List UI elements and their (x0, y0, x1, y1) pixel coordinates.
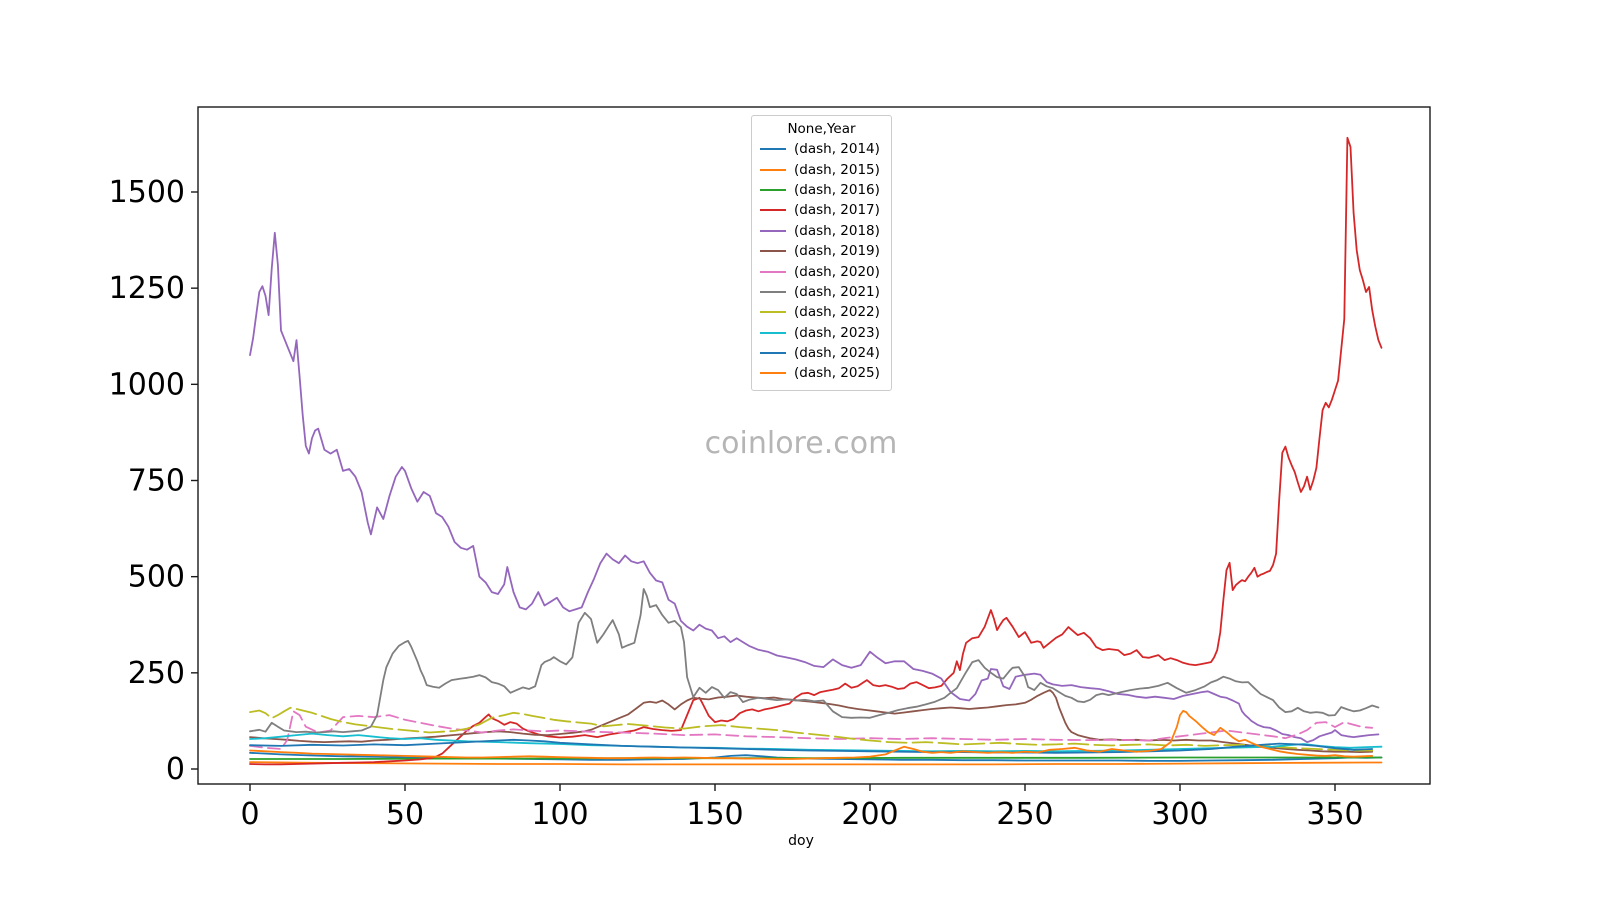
x-tick-label: 300 (1151, 797, 1208, 832)
x-tick-label: 100 (531, 797, 588, 832)
legend-item-label: (dash, 2023) (794, 324, 880, 341)
y-tick-label: 500 (128, 560, 185, 595)
x-tick-label: 150 (686, 797, 743, 832)
legend-item: (dash, 2024) (760, 343, 883, 363)
series-group (249, 136, 1383, 766)
watermark-text: coinlore.com (705, 426, 898, 461)
y-tick-label: 1250 (109, 271, 185, 306)
legend-box: None,Year (dash, 2014) (dash, 2015) (dash,… (751, 115, 892, 391)
legend-line-swatch (760, 352, 786, 355)
legend-items: (dash, 2014) (dash, 2015) (dash, 2016) (das… (760, 139, 883, 384)
legend-item: (dash, 2016) (760, 180, 883, 200)
series-line-2017 (249, 136, 1383, 766)
series-line-2015 (249, 761, 1383, 766)
legend-item-label: (dash, 2016) (794, 181, 880, 198)
legend-item: (dash, 2025) (760, 363, 883, 383)
legend-item-label: (dash, 2019) (794, 243, 880, 260)
legend-item-label: (dash, 2018) (794, 222, 880, 239)
y-tick-label: 1500 (109, 175, 185, 210)
legend-item: (dash, 2020) (760, 261, 883, 281)
series-line-2025 (249, 710, 1374, 760)
plot-border (197, 106, 1431, 785)
legend-title: None,Year (787, 121, 856, 137)
legend-item-label: (dash, 2024) (794, 345, 880, 362)
x-tick-label: 50 (386, 797, 424, 832)
series-line-2020 (249, 710, 1374, 750)
axis-ticks: 0 250 500 750 1000 1250 1500 0 50 100 150 200 250 300… (109, 175, 1364, 832)
legend-line-swatch (760, 290, 786, 293)
legend-item: (dash, 2022) (760, 302, 883, 322)
legend-item-label: (dash, 2015) (794, 161, 880, 178)
legend-item-label: (dash, 2017) (794, 202, 880, 219)
series-line-2024 (249, 738, 1374, 754)
legend-line-swatch (760, 311, 786, 314)
legend-line-swatch (760, 229, 786, 232)
legend-item: (dash, 2014) (760, 139, 883, 159)
legend-line-swatch (760, 270, 786, 273)
y-tick-label: 750 (128, 463, 185, 498)
legend-line-swatch (760, 331, 786, 334)
legend-item-label: (dash, 2025) (794, 365, 880, 382)
legend-line-swatch (760, 250, 786, 253)
series-line-2022 (249, 706, 1374, 752)
x-tick-label: 250 (996, 797, 1053, 832)
x-tick-label: 0 (240, 797, 259, 832)
y-tick-label: 0 (166, 752, 185, 787)
x-axis-label: doy (788, 833, 814, 849)
legend-line-swatch (760, 209, 786, 212)
legend-line-swatch (760, 148, 786, 151)
y-tick-label: 1000 (109, 367, 185, 402)
legend-line-swatch (760, 168, 786, 171)
x-tick-label: 200 (841, 797, 898, 832)
y-tick-label: 250 (128, 656, 185, 691)
legend-line-swatch (760, 188, 786, 191)
x-tick-label: 350 (1306, 797, 1363, 832)
series-line-2018 (249, 231, 1380, 743)
legend-item: (dash, 2015) (760, 159, 883, 179)
legend-item: (dash, 2019) (760, 241, 883, 261)
legend-item: (dash, 2023) (760, 323, 883, 343)
legend-line-swatch (760, 372, 786, 375)
legend-item-label: (dash, 2020) (794, 263, 880, 280)
legend-item: (dash, 2017) (760, 200, 883, 220)
series-line-2021 (249, 588, 1380, 734)
legend-item: (dash, 2021) (760, 282, 883, 302)
legend-item-label: (dash, 2021) (794, 283, 880, 300)
legend-item-label: (dash, 2022) (794, 304, 880, 321)
legend-item: (dash, 2018) (760, 221, 883, 241)
legend-item-label: (dash, 2014) (794, 141, 880, 158)
